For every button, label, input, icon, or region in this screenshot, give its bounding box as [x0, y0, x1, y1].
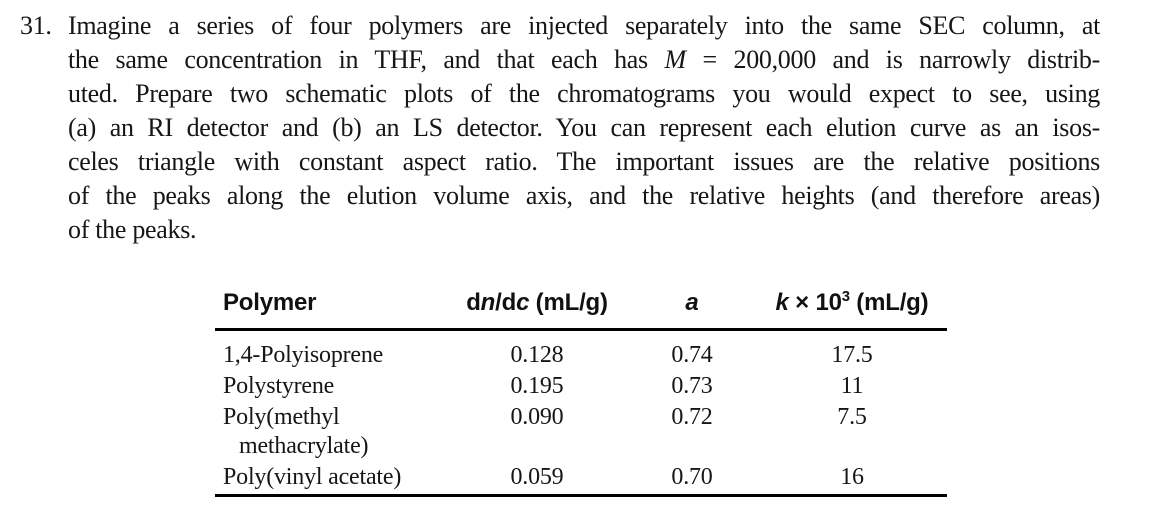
text-segment: M [664, 45, 687, 74]
text-segment: = 200,000 and is narrowly distrib- [685, 45, 1100, 74]
cell-k: 7.5 [837, 404, 867, 430]
cell-k: 16 [840, 464, 864, 490]
text-segment: 3 [841, 289, 850, 305]
cell-dndc: 0.128 [510, 342, 564, 368]
cell-polymer: Poly(methyl methacrylate) [215, 403, 447, 461]
text-segment: a [685, 289, 699, 316]
cell-k: 11 [840, 373, 864, 399]
cell-dndc: 0.195 [510, 373, 564, 399]
table-body: 1,4-Polyisoprene 0.128 0.74 17.5 Polystyrene… [215, 331, 947, 497]
text-segment: the same concentration in THF, and that … [68, 45, 665, 74]
table-row: Poly(vinyl acetate) 0.059 0.70 16 [215, 461, 947, 492]
table-row: Poly(methyl methacrylate) 0.090 0.72 7.5 [215, 401, 947, 461]
problem-number: 31. [20, 11, 52, 40]
text-segment: (a) an RI detector and (b) an LS detecto… [68, 113, 1100, 142]
text-line-5: celes triangle with constant aspect rati… [68, 145, 1100, 179]
cell-polymer: Poly(vinyl acetate) [215, 463, 447, 492]
cell-polymer: 1,4-Polyisoprene [215, 341, 447, 370]
text-line-7: of the peaks. [68, 213, 1100, 247]
text-segment: (mL/g) [849, 289, 929, 316]
text-segment: (mL/g) [529, 289, 608, 316]
text-segment: of the peaks. [68, 215, 197, 244]
text-segment: n [480, 289, 496, 316]
cell-dndc: 0.090 [510, 404, 564, 430]
problem-text: Imagine a series of four polymers are in… [68, 9, 1100, 247]
header-polymer: Polymer [215, 288, 447, 318]
cell-dndc: 0.059 [510, 464, 564, 490]
text-segment: celes triangle with constant aspect rati… [68, 147, 1100, 176]
text-segment: Imagine a series of four polymers are in… [68, 11, 1100, 40]
cell-a: 0.70 [671, 464, 713, 490]
text-line-2: the same concentration in THF, and that … [68, 43, 1100, 77]
polymer-name-line: Polystyrene [223, 373, 335, 399]
polymer-name-line: methacrylate) [239, 433, 369, 459]
cell-a: 0.72 [671, 404, 713, 430]
text-segment: uted. Prepare two schematic plots of the… [68, 79, 1100, 108]
text-segment: Polymer [223, 289, 317, 316]
text-line-6: of the peaks along the elution volume ax… [68, 179, 1100, 213]
cell-a: 0.74 [671, 342, 713, 368]
text-segment: × 10 [788, 289, 842, 316]
cell-polymer: Polystyrene [215, 372, 447, 401]
polymer-name-line: Poly(vinyl acetate) [223, 464, 402, 490]
text-segment: c [516, 289, 530, 316]
cell-k: 17.5 [831, 342, 873, 368]
text-line-3: uted. Prepare two schematic plots of the… [68, 77, 1100, 111]
header-k: k × 103 (mL/g) [757, 288, 947, 318]
table-row: 1,4-Polyisoprene 0.128 0.74 17.5 [215, 339, 947, 370]
text-line-1: Imagine a series of four polymers are in… [68, 9, 1100, 43]
header-dndc: dn/dc (mL/g) [447, 288, 627, 318]
text-line-4: (a) an RI detector and (b) an LS detecto… [68, 111, 1100, 145]
polymer-table: Polymer dn/dc (mL/g) a k × 103 (mL/g) 1,4-P… [215, 288, 947, 497]
polymer-name-line: 1,4-Polyisoprene [223, 342, 384, 368]
table-row: Polystyrene 0.195 0.73 11 [215, 370, 947, 401]
polymer-name-line: Poly(methyl [223, 404, 340, 430]
text-segment: d [466, 289, 481, 316]
text-segment: k [775, 289, 789, 316]
cell-a: 0.73 [671, 373, 713, 399]
text-segment: of the peaks along the elution volume ax… [68, 181, 1100, 210]
table-header-row: Polymer dn/dc (mL/g) a k × 103 (mL/g) [215, 288, 947, 331]
header-a: a [627, 288, 757, 318]
text-segment: /d [495, 289, 517, 316]
